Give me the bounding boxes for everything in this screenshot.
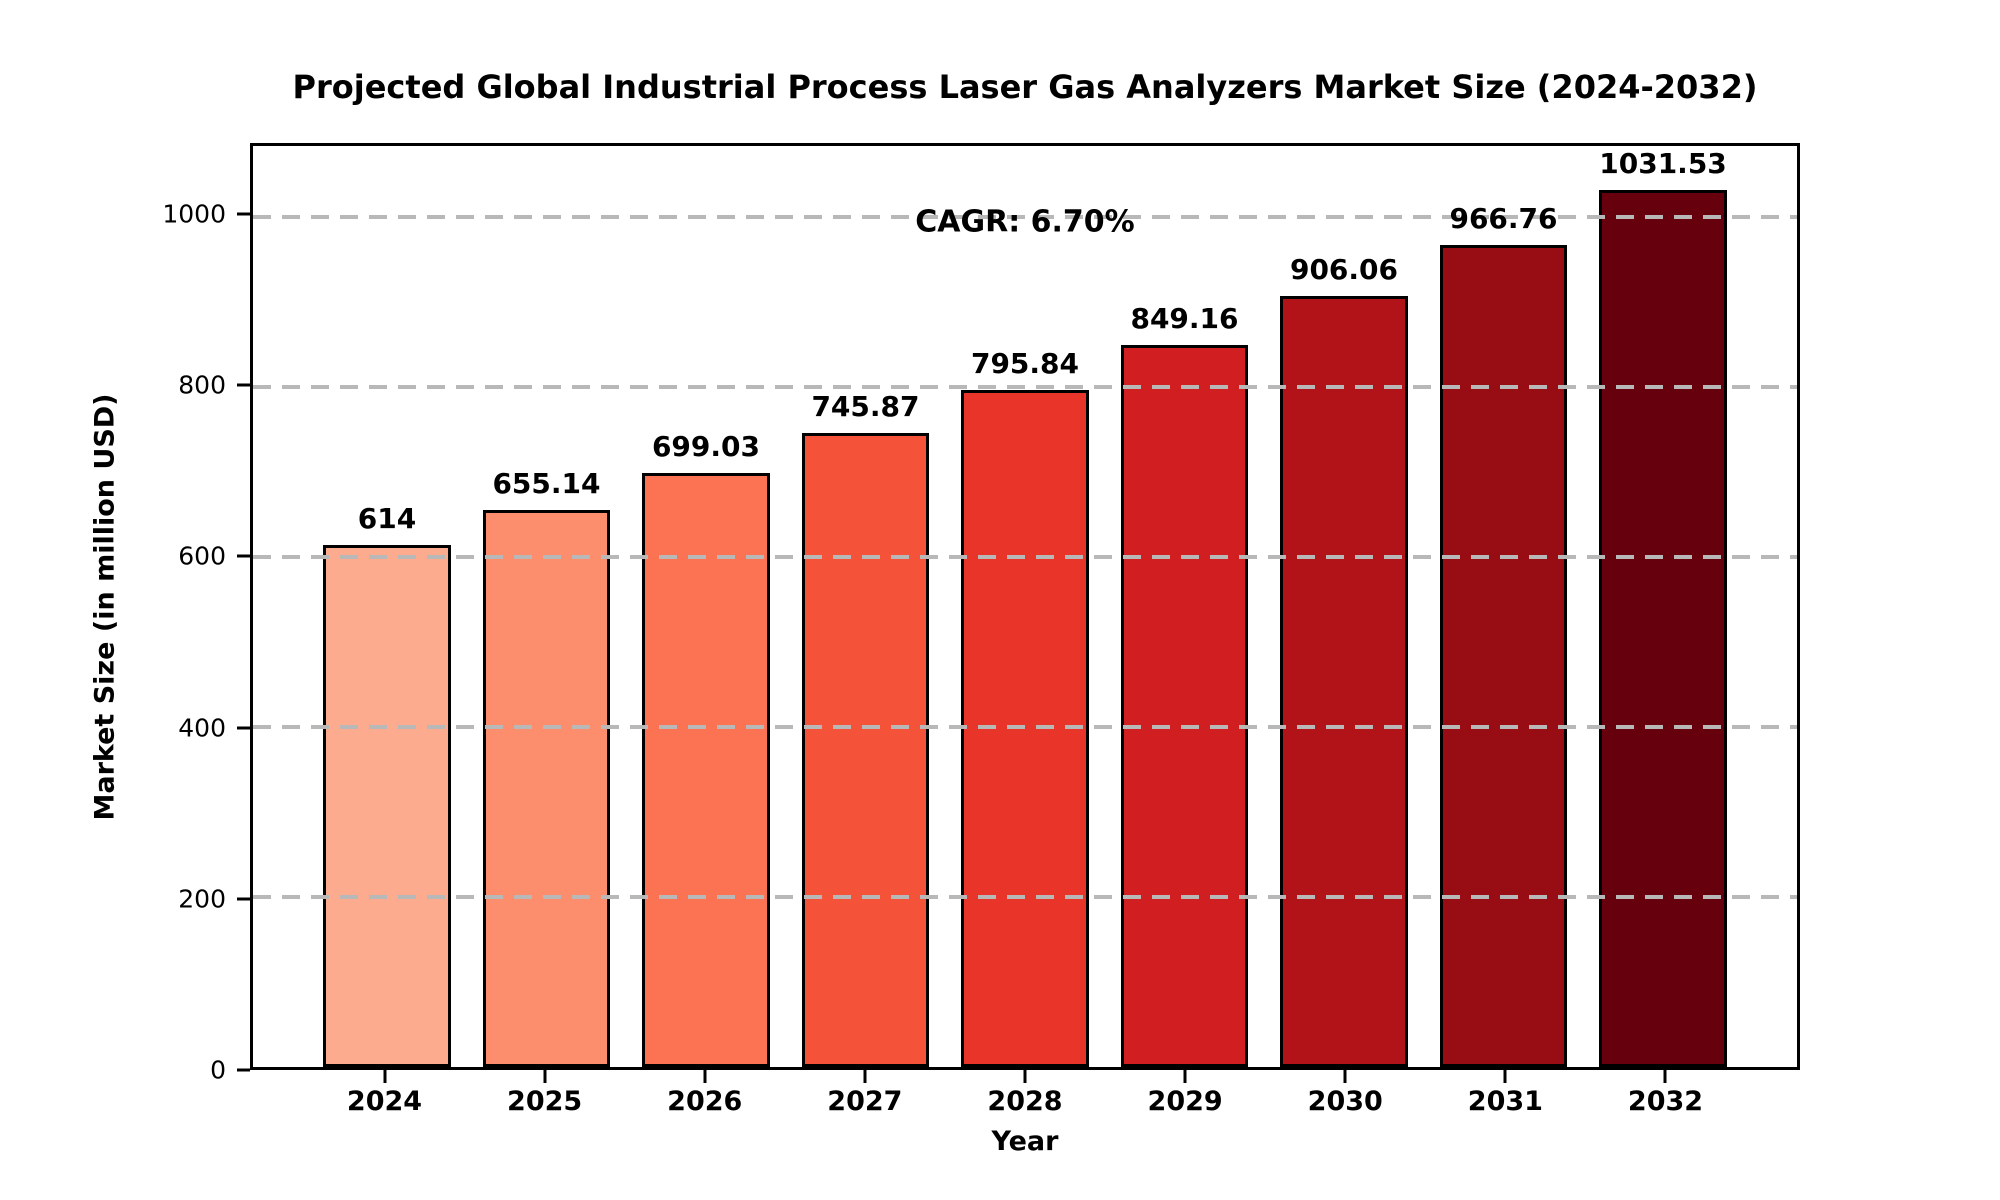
- x-tick-mark-2031: [1503, 1070, 1507, 1083]
- x-tick-label-2025: 2025: [507, 1086, 583, 1117]
- bar-value-label-2025: 655.14: [492, 466, 601, 500]
- bar-value-label-2032: 1031.53: [1599, 146, 1727, 180]
- y-tick-mark-800: [237, 383, 250, 387]
- bar-2027: [801, 432, 930, 1067]
- cagr-annotation: CAGR: 6.70%: [915, 204, 1135, 240]
- y-tick-mark-600: [237, 554, 250, 558]
- x-tick-mark-2029: [1183, 1070, 1187, 1083]
- x-tick-mark-2026: [703, 1070, 707, 1083]
- bar-value-label-2030: 906.06: [1289, 253, 1399, 287]
- y-tick-label-400: 400: [178, 713, 226, 743]
- x-tick-label-2030: 2030: [1307, 1086, 1383, 1117]
- x-tick-mark-2028: [1023, 1070, 1027, 1083]
- x-tick-label-2024: 2024: [346, 1086, 423, 1117]
- x-tick-label-2027: 2027: [827, 1086, 903, 1117]
- y-tick-label-800: 800: [178, 370, 226, 400]
- y-tick-mark-200: [237, 897, 250, 901]
- bar-2030: [1280, 296, 1408, 1067]
- bar-2026: [642, 472, 770, 1067]
- chart-title: Projected Global Industrial Process Lase…: [292, 68, 1758, 106]
- y-tick-mark-0: [237, 1068, 250, 1072]
- y-tick-label-1000: 1000: [162, 199, 226, 229]
- x-tick-mark-2032: [1663, 1070, 1667, 1083]
- x-tick-label-2028: 2028: [987, 1086, 1063, 1117]
- y-tick-label-200: 200: [178, 884, 226, 914]
- bar-2031: [1439, 244, 1568, 1067]
- y-tick-label-600: 600: [178, 541, 226, 571]
- bar-2029: [1120, 344, 1249, 1067]
- bar-value-label-2028: 795.84: [970, 347, 1080, 381]
- x-tick-label-2026: 2026: [667, 1086, 743, 1117]
- x-tick-mark-2030: [1343, 1070, 1347, 1083]
- bar-value-label-2031: 966.76: [1449, 201, 1558, 235]
- x-tick-mark-2025: [543, 1070, 547, 1083]
- plot-area: CAGR: 6.70% 614 655.14 699.03 745.87 795.84 8…: [250, 143, 1800, 1070]
- y-tick-label-0: 0: [210, 1055, 226, 1085]
- bar-2025: [482, 509, 611, 1067]
- bar-2032: [1599, 189, 1727, 1067]
- bar-value-label-2029: 849.16: [1130, 301, 1239, 335]
- x-axis-label: Year: [991, 1126, 1059, 1157]
- bar-value-label-2027: 745.87: [811, 389, 920, 423]
- y-axis-label: Market Size (in million USD): [89, 393, 121, 821]
- x-tick-label-2032: 2032: [1627, 1086, 1704, 1117]
- x-tick-mark-2024: [383, 1070, 386, 1083]
- bar-2028: [961, 390, 1089, 1067]
- y-tick-mark-400: [237, 726, 250, 730]
- y-tick-mark-1000: [237, 212, 250, 216]
- x-tick-label-2029: 2029: [1147, 1086, 1223, 1117]
- bar-value-label-2024: 614: [357, 501, 417, 535]
- bar-value-label-2026: 699.03: [651, 429, 761, 463]
- x-tick-label-2031: 2031: [1467, 1086, 1543, 1117]
- x-tick-mark-2027: [863, 1070, 867, 1083]
- bar-2024: [323, 544, 451, 1067]
